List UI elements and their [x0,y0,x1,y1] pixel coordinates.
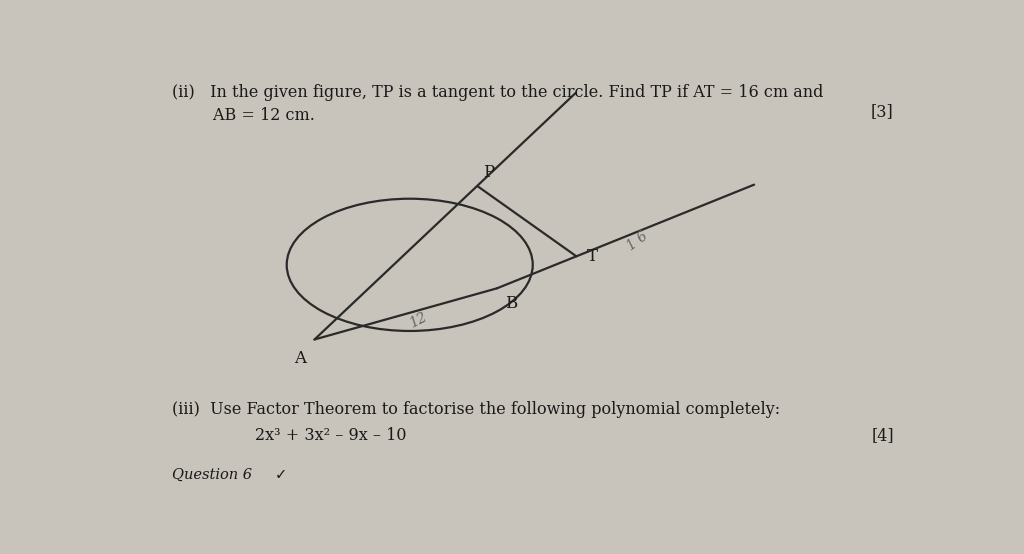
Text: Question 6: Question 6 [172,468,252,481]
Text: 1 6: 1 6 [625,228,650,253]
Text: 12: 12 [407,310,429,331]
Text: [4]: [4] [871,427,894,444]
Text: 2x³ + 3x² – 9x – 10: 2x³ + 3x² – 9x – 10 [255,427,407,444]
Text: A: A [295,350,306,367]
Text: T: T [587,248,598,265]
Text: P: P [483,164,495,181]
Text: [3]: [3] [871,102,894,120]
Text: B: B [505,295,517,312]
Text: (ii)   In the given figure, TP is a tangent to the circle. Find TP if AT = 16 cm: (ii) In the given figure, TP is a tangen… [172,84,823,100]
Text: ✓: ✓ [274,466,287,481]
Text: (iii)  Use Factor Theorem to factorise the following polynomial completely:: (iii) Use Factor Theorem to factorise th… [172,401,779,418]
Text: AB = 12 cm.: AB = 12 cm. [172,107,314,124]
